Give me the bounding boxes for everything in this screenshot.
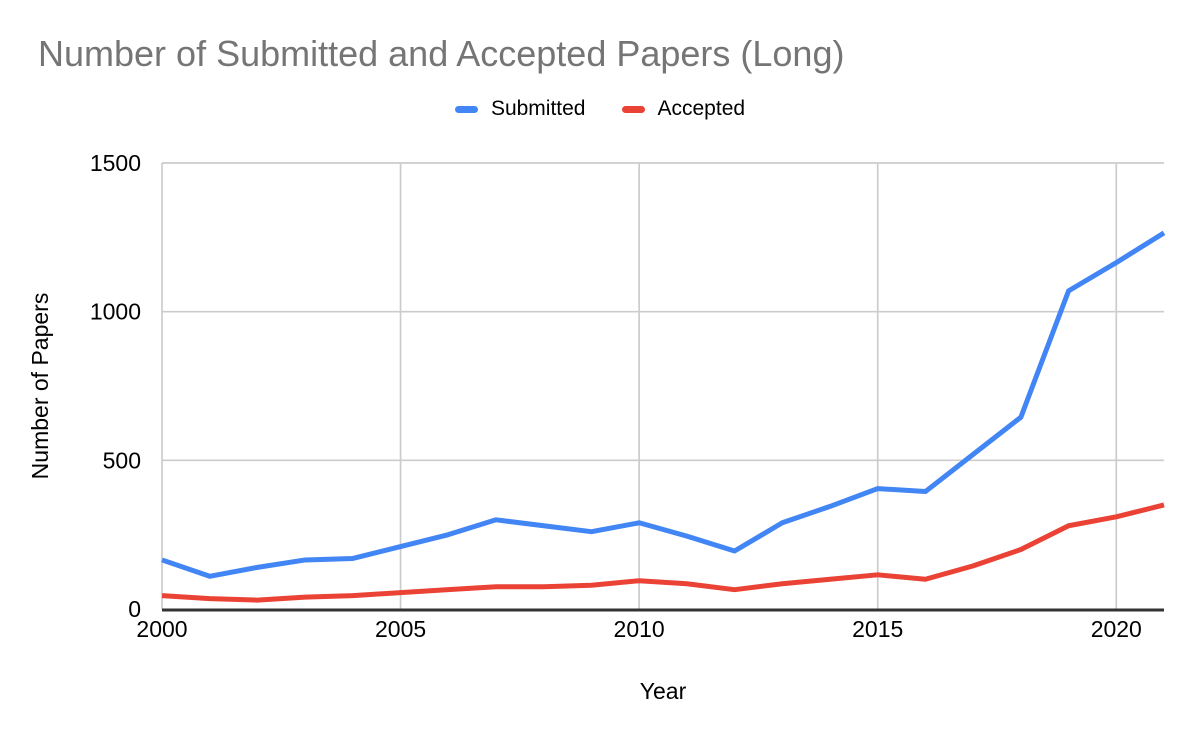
legend-label-submitted: Submitted — [490, 97, 586, 120]
x-axis-title: Year — [640, 678, 687, 704]
x-tick-label: 2020 — [1091, 616, 1142, 642]
series-line-submitted — [161, 230, 1166, 579]
y-axis-title: Number of Papers — [27, 293, 53, 480]
legend-label-accepted: Accepted — [657, 97, 746, 120]
x-tick-label: 2005 — [375, 616, 426, 642]
x-tick-label: 2010 — [614, 616, 665, 642]
legend-swatch-submitted-icon — [454, 105, 478, 113]
x-tick-label: 2000 — [136, 616, 187, 642]
chart-title: Number of Submitted and Accepted Papers … — [38, 33, 845, 74]
legend-swatch-accepted-icon — [621, 105, 645, 113]
y-tick-label: 1500 — [90, 150, 141, 176]
series-line-accepted — [161, 502, 1165, 603]
y-tick-label: 0 — [128, 596, 141, 622]
y-tick-label: 1000 — [90, 299, 141, 325]
x-tick-label: 2015 — [852, 616, 903, 642]
y-tick-label: 500 — [103, 447, 141, 473]
legend-item-accepted: Accepted — [621, 97, 746, 121]
legend: Submitted Accepted — [0, 97, 1200, 121]
legend-item-submitted: Submitted — [454, 97, 586, 121]
